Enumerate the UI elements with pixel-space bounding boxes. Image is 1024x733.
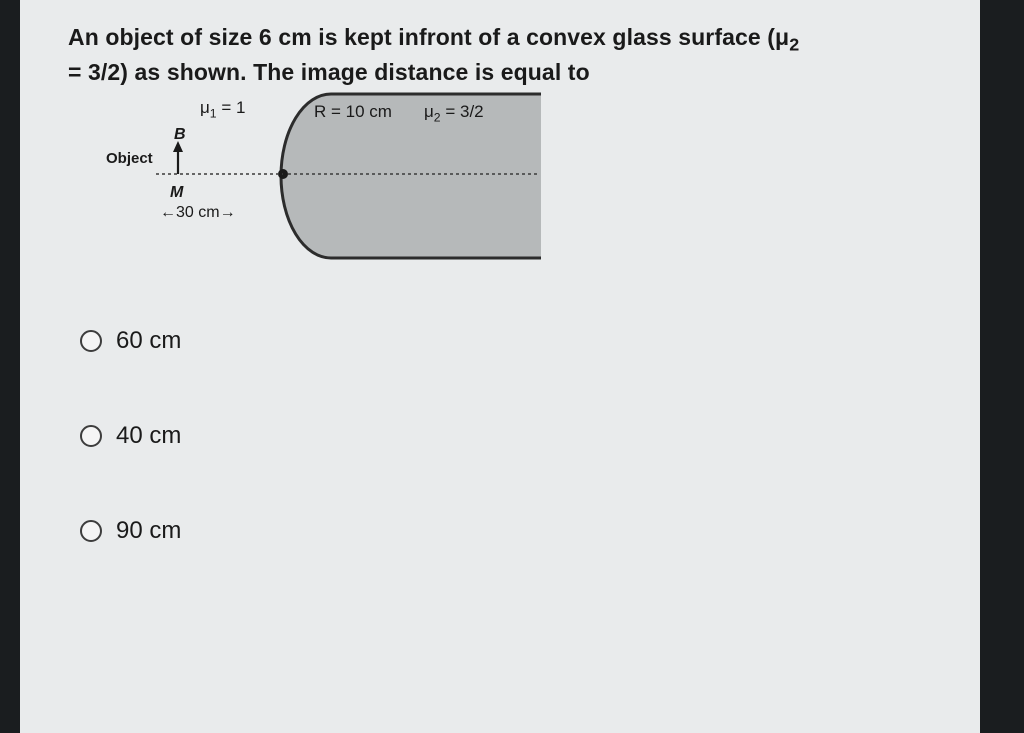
- radio-icon[interactable]: [80, 520, 102, 542]
- m-label: M: [170, 184, 183, 202]
- option-label: 40 cm: [116, 422, 181, 450]
- option-40cm[interactable]: 40 cm: [80, 422, 932, 450]
- b-label: B: [174, 126, 186, 144]
- option-60cm[interactable]: 60 cm: [80, 327, 932, 355]
- question-text: An object of size 6 cm is kept infront o…: [68, 22, 932, 88]
- mu1-eq: = 1: [217, 98, 246, 117]
- option-90cm[interactable]: 90 cm: [80, 517, 932, 545]
- page: An object of size 6 cm is kept infront o…: [20, 0, 980, 733]
- option-label: 90 cm: [116, 517, 181, 545]
- mu-subscript: 2: [789, 35, 799, 55]
- mu1-sub: 1: [210, 106, 217, 120]
- mu2-eq: = 3/2: [441, 102, 484, 121]
- mu1-label: μ1 = 1: [200, 98, 245, 120]
- radio-icon[interactable]: [80, 425, 102, 447]
- mu2-sym: μ: [424, 102, 434, 121]
- distance-label: ←30 cm→: [160, 204, 236, 222]
- question-line2: = 3/2) as shown. The image distance is e…: [68, 59, 590, 85]
- left-axis-svg: [118, 94, 288, 279]
- mu-symbol: μ: [775, 24, 789, 50]
- radio-icon[interactable]: [80, 330, 102, 352]
- object-label: Object: [106, 150, 153, 167]
- diagram: μ1 = 1 B Object M ←30 cm→ R = 10 cm μ2 =…: [118, 94, 548, 279]
- options-list: 60 cm 40 cm 90 cm: [80, 327, 932, 545]
- mu1-sym: μ: [200, 98, 210, 117]
- r-label: R = 10 cm: [314, 102, 392, 122]
- mu2-label: μ2 = 3/2: [424, 102, 484, 124]
- mu2-sub: 2: [434, 110, 441, 124]
- option-label: 60 cm: [116, 327, 181, 355]
- question-line1-pre: An object of size 6 cm is kept infront o…: [68, 24, 775, 50]
